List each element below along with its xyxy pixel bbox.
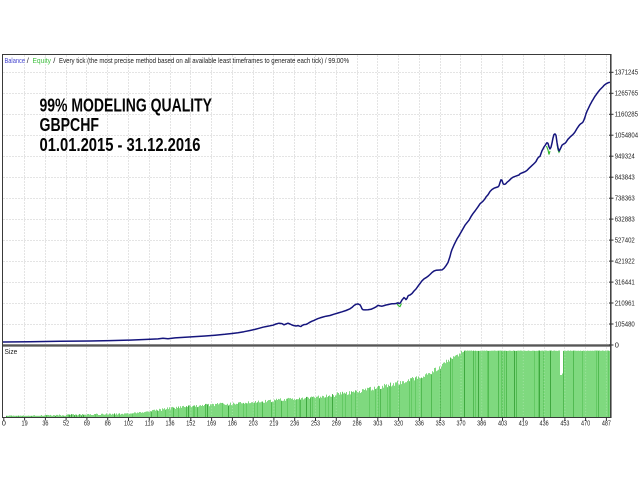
- svg-text:386: 386: [477, 418, 486, 427]
- svg-text:303: 303: [373, 418, 382, 427]
- svg-text:99% MODELING QUALITY: 99% MODELING QUALITY: [40, 94, 213, 115]
- svg-text:453: 453: [560, 418, 569, 427]
- svg-text:0: 0: [2, 418, 6, 427]
- svg-text:949324: 949324: [615, 152, 635, 161]
- svg-text:0: 0: [615, 340, 619, 349]
- svg-text:86: 86: [105, 418, 111, 427]
- svg-text:436: 436: [540, 418, 549, 427]
- svg-text:632883: 632883: [615, 215, 635, 224]
- svg-text:203: 203: [249, 418, 258, 427]
- svg-text:470: 470: [581, 418, 590, 427]
- svg-text:370: 370: [456, 418, 465, 427]
- svg-text:1265765: 1265765: [615, 89, 638, 98]
- svg-text:403: 403: [498, 418, 507, 427]
- svg-text:353: 353: [436, 418, 445, 427]
- svg-text:738363: 738363: [615, 194, 635, 203]
- svg-text:210961: 210961: [615, 298, 635, 307]
- svg-text:36: 36: [42, 418, 48, 427]
- svg-text:19: 19: [22, 418, 28, 427]
- svg-text:253: 253: [311, 418, 320, 427]
- svg-text:01.01.2015 - 31.12.2016: 01.01.2015 - 31.12.2016: [40, 134, 201, 155]
- svg-text:269: 269: [332, 418, 341, 427]
- svg-text:843843: 843843: [615, 173, 635, 182]
- svg-text:169: 169: [207, 418, 216, 427]
- svg-text:Equity: Equity: [33, 56, 52, 65]
- svg-text:Every tick (the most precise m: Every tick (the most precise method base…: [59, 56, 349, 65]
- svg-text:1371245: 1371245: [615, 68, 638, 77]
- svg-text:286: 286: [353, 418, 362, 427]
- svg-text:102: 102: [124, 418, 133, 427]
- svg-text:421922: 421922: [615, 257, 635, 266]
- svg-text:419: 419: [519, 418, 528, 427]
- svg-text:487: 487: [602, 418, 611, 427]
- svg-text:/: /: [27, 56, 30, 65]
- svg-text:105480: 105480: [615, 319, 635, 328]
- svg-text:152: 152: [186, 418, 195, 427]
- svg-text:1054804: 1054804: [615, 131, 638, 140]
- svg-text:/: /: [53, 56, 56, 65]
- svg-text:336: 336: [415, 418, 424, 427]
- svg-text:Size: Size: [5, 347, 18, 356]
- svg-text:GBPCHF: GBPCHF: [40, 114, 100, 135]
- svg-text:219: 219: [269, 418, 278, 427]
- svg-text:Balance: Balance: [5, 56, 26, 65]
- svg-text:69: 69: [84, 418, 90, 427]
- svg-text:52: 52: [63, 418, 69, 427]
- svg-text:527402: 527402: [615, 236, 635, 245]
- svg-text:1160285: 1160285: [615, 110, 638, 119]
- svg-text:186: 186: [228, 418, 237, 427]
- svg-text:316441: 316441: [615, 278, 635, 287]
- svg-text:119: 119: [145, 418, 154, 427]
- svg-text:136: 136: [165, 418, 174, 427]
- svg-text:236: 236: [290, 418, 299, 427]
- svg-text:320: 320: [394, 418, 403, 427]
